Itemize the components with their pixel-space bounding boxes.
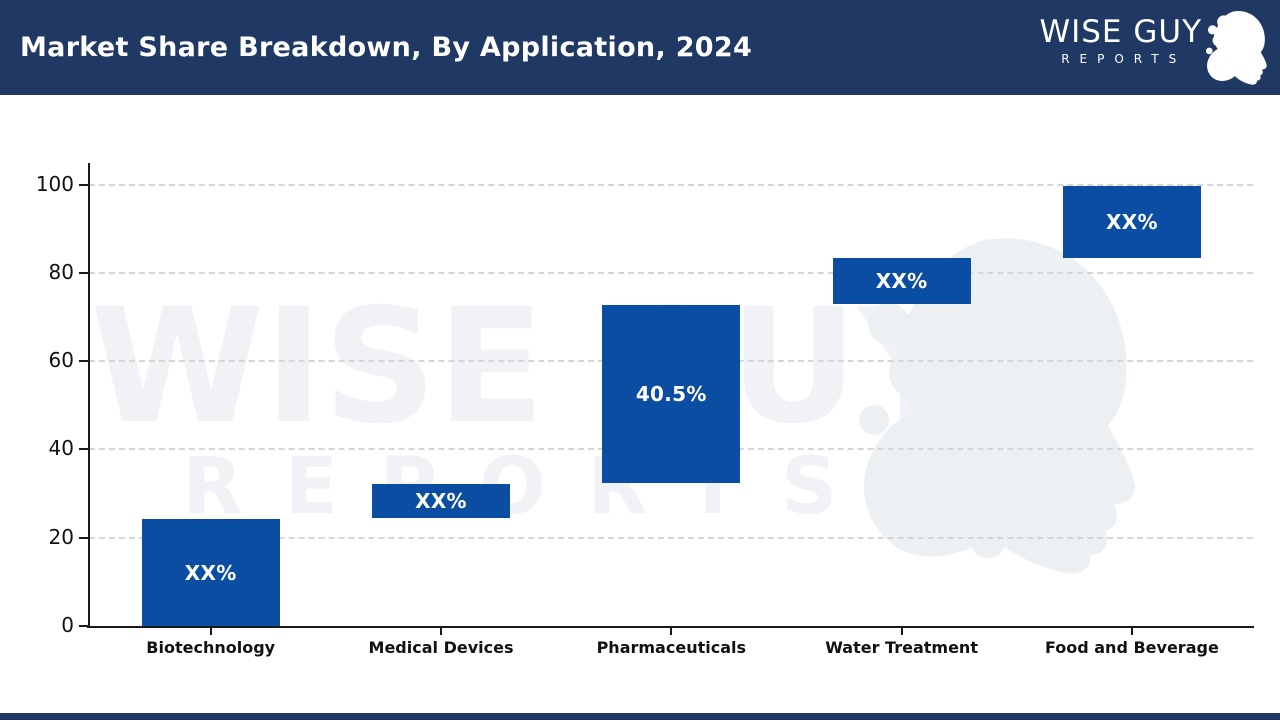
y-tick-label-100: 100 — [35, 171, 74, 196]
x-label-biotechnology: Biotechnology — [146, 638, 276, 657]
x-label-pharmaceuticals: Pharmaceuticals — [596, 638, 746, 657]
x-tick-food-and-beverage — [1130, 628, 1133, 635]
x-tick-water-treatment — [900, 628, 903, 635]
logo-wise-guy-text: WISE GUY — [1039, 14, 1202, 50]
x-tick-pharmaceuticals — [670, 628, 673, 635]
y-tick-40 — [79, 448, 88, 451]
bar-water-treatment: XX% — [832, 257, 971, 305]
y-tick-60 — [79, 360, 88, 363]
y-tick-label-40: 40 — [48, 436, 74, 461]
gridline-100 — [89, 183, 1253, 186]
bar-value-label-pharmaceuticals: 40.5% — [635, 381, 707, 406]
gridline-80 — [89, 271, 1253, 274]
y-tick-label-0: 0 — [61, 613, 74, 637]
watermark-text-reports: REPORTS — [182, 442, 880, 532]
footer-bar — [0, 713, 1280, 720]
header-bar: Market Share Breakdown, By Application, … — [0, 0, 1280, 95]
x-tick-biotechnology — [209, 628, 212, 635]
bar-food-and-beverage: XX% — [1062, 185, 1201, 258]
y-tick-100 — [79, 183, 88, 186]
x-axis-line — [87, 626, 1254, 628]
y-axis-line — [88, 163, 90, 628]
y-tick-label-20: 20 — [48, 524, 74, 549]
bar-value-label-food-and-beverage: XX% — [1106, 209, 1158, 234]
x-label-food-and-beverage: Food and Beverage — [1044, 638, 1219, 657]
wiseguy-logo: WISE GUY REPORTS — [1012, 0, 1272, 95]
y-tick-80 — [79, 271, 88, 274]
y-tick-0 — [79, 625, 88, 627]
x-label-medical-devices: Medical Devices — [368, 638, 514, 657]
logo-text: WISE GUY REPORTS — [1039, 14, 1202, 66]
y-tick-label-60: 60 — [48, 348, 74, 373]
bar-value-label-water-treatment: XX% — [875, 268, 928, 293]
bar-biotechnology: XX% — [141, 519, 280, 626]
logo-reports-text: REPORTS — [1061, 52, 1187, 66]
bar-value-label-biotechnology: XX% — [184, 560, 237, 585]
y-tick-label-80: 80 — [48, 259, 74, 284]
page-title: Market Share Breakdown, By Application, … — [20, 32, 753, 63]
watermark-text-wise-guy: WISE GUY — [90, 275, 973, 459]
logo-face-icon — [1205, 10, 1267, 85]
y-tick-20 — [79, 536, 88, 539]
bar-medical-devices: XX% — [372, 484, 510, 519]
x-tick-medical-devices — [440, 628, 442, 635]
watermark-face-icon — [859, 238, 1135, 574]
bar-value-label-medical-devices: XX% — [415, 489, 467, 514]
x-label-water-treatment: Water Treatment — [825, 638, 978, 657]
bar-pharmaceuticals: 40.5% — [602, 304, 741, 484]
gridline-20 — [89, 536, 1253, 539]
